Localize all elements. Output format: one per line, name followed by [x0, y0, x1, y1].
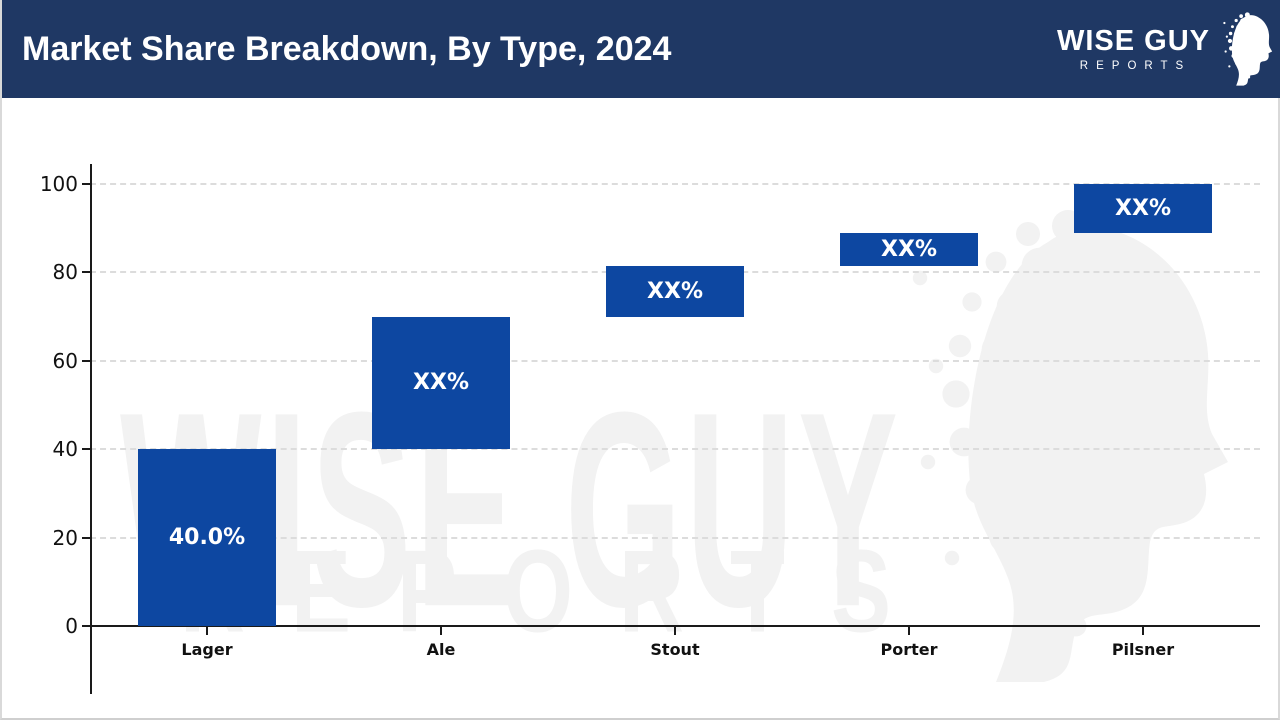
- bar-value-label: 40.0%: [168, 525, 246, 551]
- x-tick-mark: [674, 627, 676, 635]
- y-tick-mark: [82, 359, 90, 362]
- y-tick-label: 60: [52, 348, 78, 373]
- y-tick-label: 20: [52, 525, 78, 550]
- bar-value-label: XX%: [647, 278, 703, 304]
- y-tick-mark: [82, 448, 90, 451]
- x-axis-line: [90, 625, 1260, 627]
- waterfall-bar: XX%: [606, 265, 744, 317]
- waterfall-bar: XX%: [372, 316, 510, 450]
- logo-wordmark: WISE GUY: [1056, 24, 1210, 57]
- y-tick-mark: [82, 271, 90, 274]
- bar-value-label: XX%: [1115, 195, 1171, 221]
- x-tick-mark: [1142, 627, 1144, 635]
- logo-text: WISE GUY REPORTS: [1057, 26, 1210, 73]
- y-tick-mark: [82, 625, 90, 627]
- x-axis-label: Pilsner: [1111, 640, 1175, 659]
- x-tick-mark: [440, 627, 442, 635]
- gridline: [90, 183, 1260, 185]
- x-axis-label: Lager: [181, 640, 233, 659]
- x-axis-label: Ale: [426, 640, 456, 659]
- header-bar: Market Share Breakdown, By Type, 2024 WI…: [2, 0, 1280, 98]
- watermark-subtitle: REPORTS: [180, 527, 938, 658]
- y-tick-label: 40: [52, 437, 78, 462]
- gridline: [90, 359, 1260, 362]
- bar-value-label: XX%: [881, 236, 937, 262]
- watermark-face-icon: [912, 210, 1228, 682]
- x-tick-mark: [206, 627, 208, 635]
- y-axis-line: [90, 164, 92, 694]
- wise-guy-logo: WISE GUY REPORTS: [1057, 11, 1280, 87]
- chart-title: Market Share Breakdown, By Type, 2024: [22, 29, 672, 68]
- gridline: [90, 448, 1260, 451]
- x-axis-label: Porter: [880, 640, 938, 659]
- chart-plot-area: WISE GUY REPORTS 0 20 40 60 80 100 Lager Ale Sto…: [2, 98, 1280, 720]
- y-tick-mark: [82, 536, 90, 539]
- x-axis-label: Stout: [650, 640, 700, 659]
- y-tick-label: 80: [52, 260, 78, 285]
- gridline: [90, 536, 1260, 539]
- y-tick-mark: [82, 183, 90, 185]
- waterfall-bar: XX%: [840, 232, 978, 266]
- logo-subtitle: REPORTS: [1079, 59, 1192, 72]
- waterfall-bar: 40.0%: [138, 449, 276, 626]
- waterfall-bar: XX%: [1074, 184, 1212, 233]
- y-tick-label: 100: [39, 172, 78, 196]
- bar-value-label: XX%: [413, 370, 469, 396]
- x-tick-mark: [908, 627, 910, 635]
- logo-face-icon: [1223, 12, 1273, 86]
- y-tick-label: 0: [65, 614, 78, 638]
